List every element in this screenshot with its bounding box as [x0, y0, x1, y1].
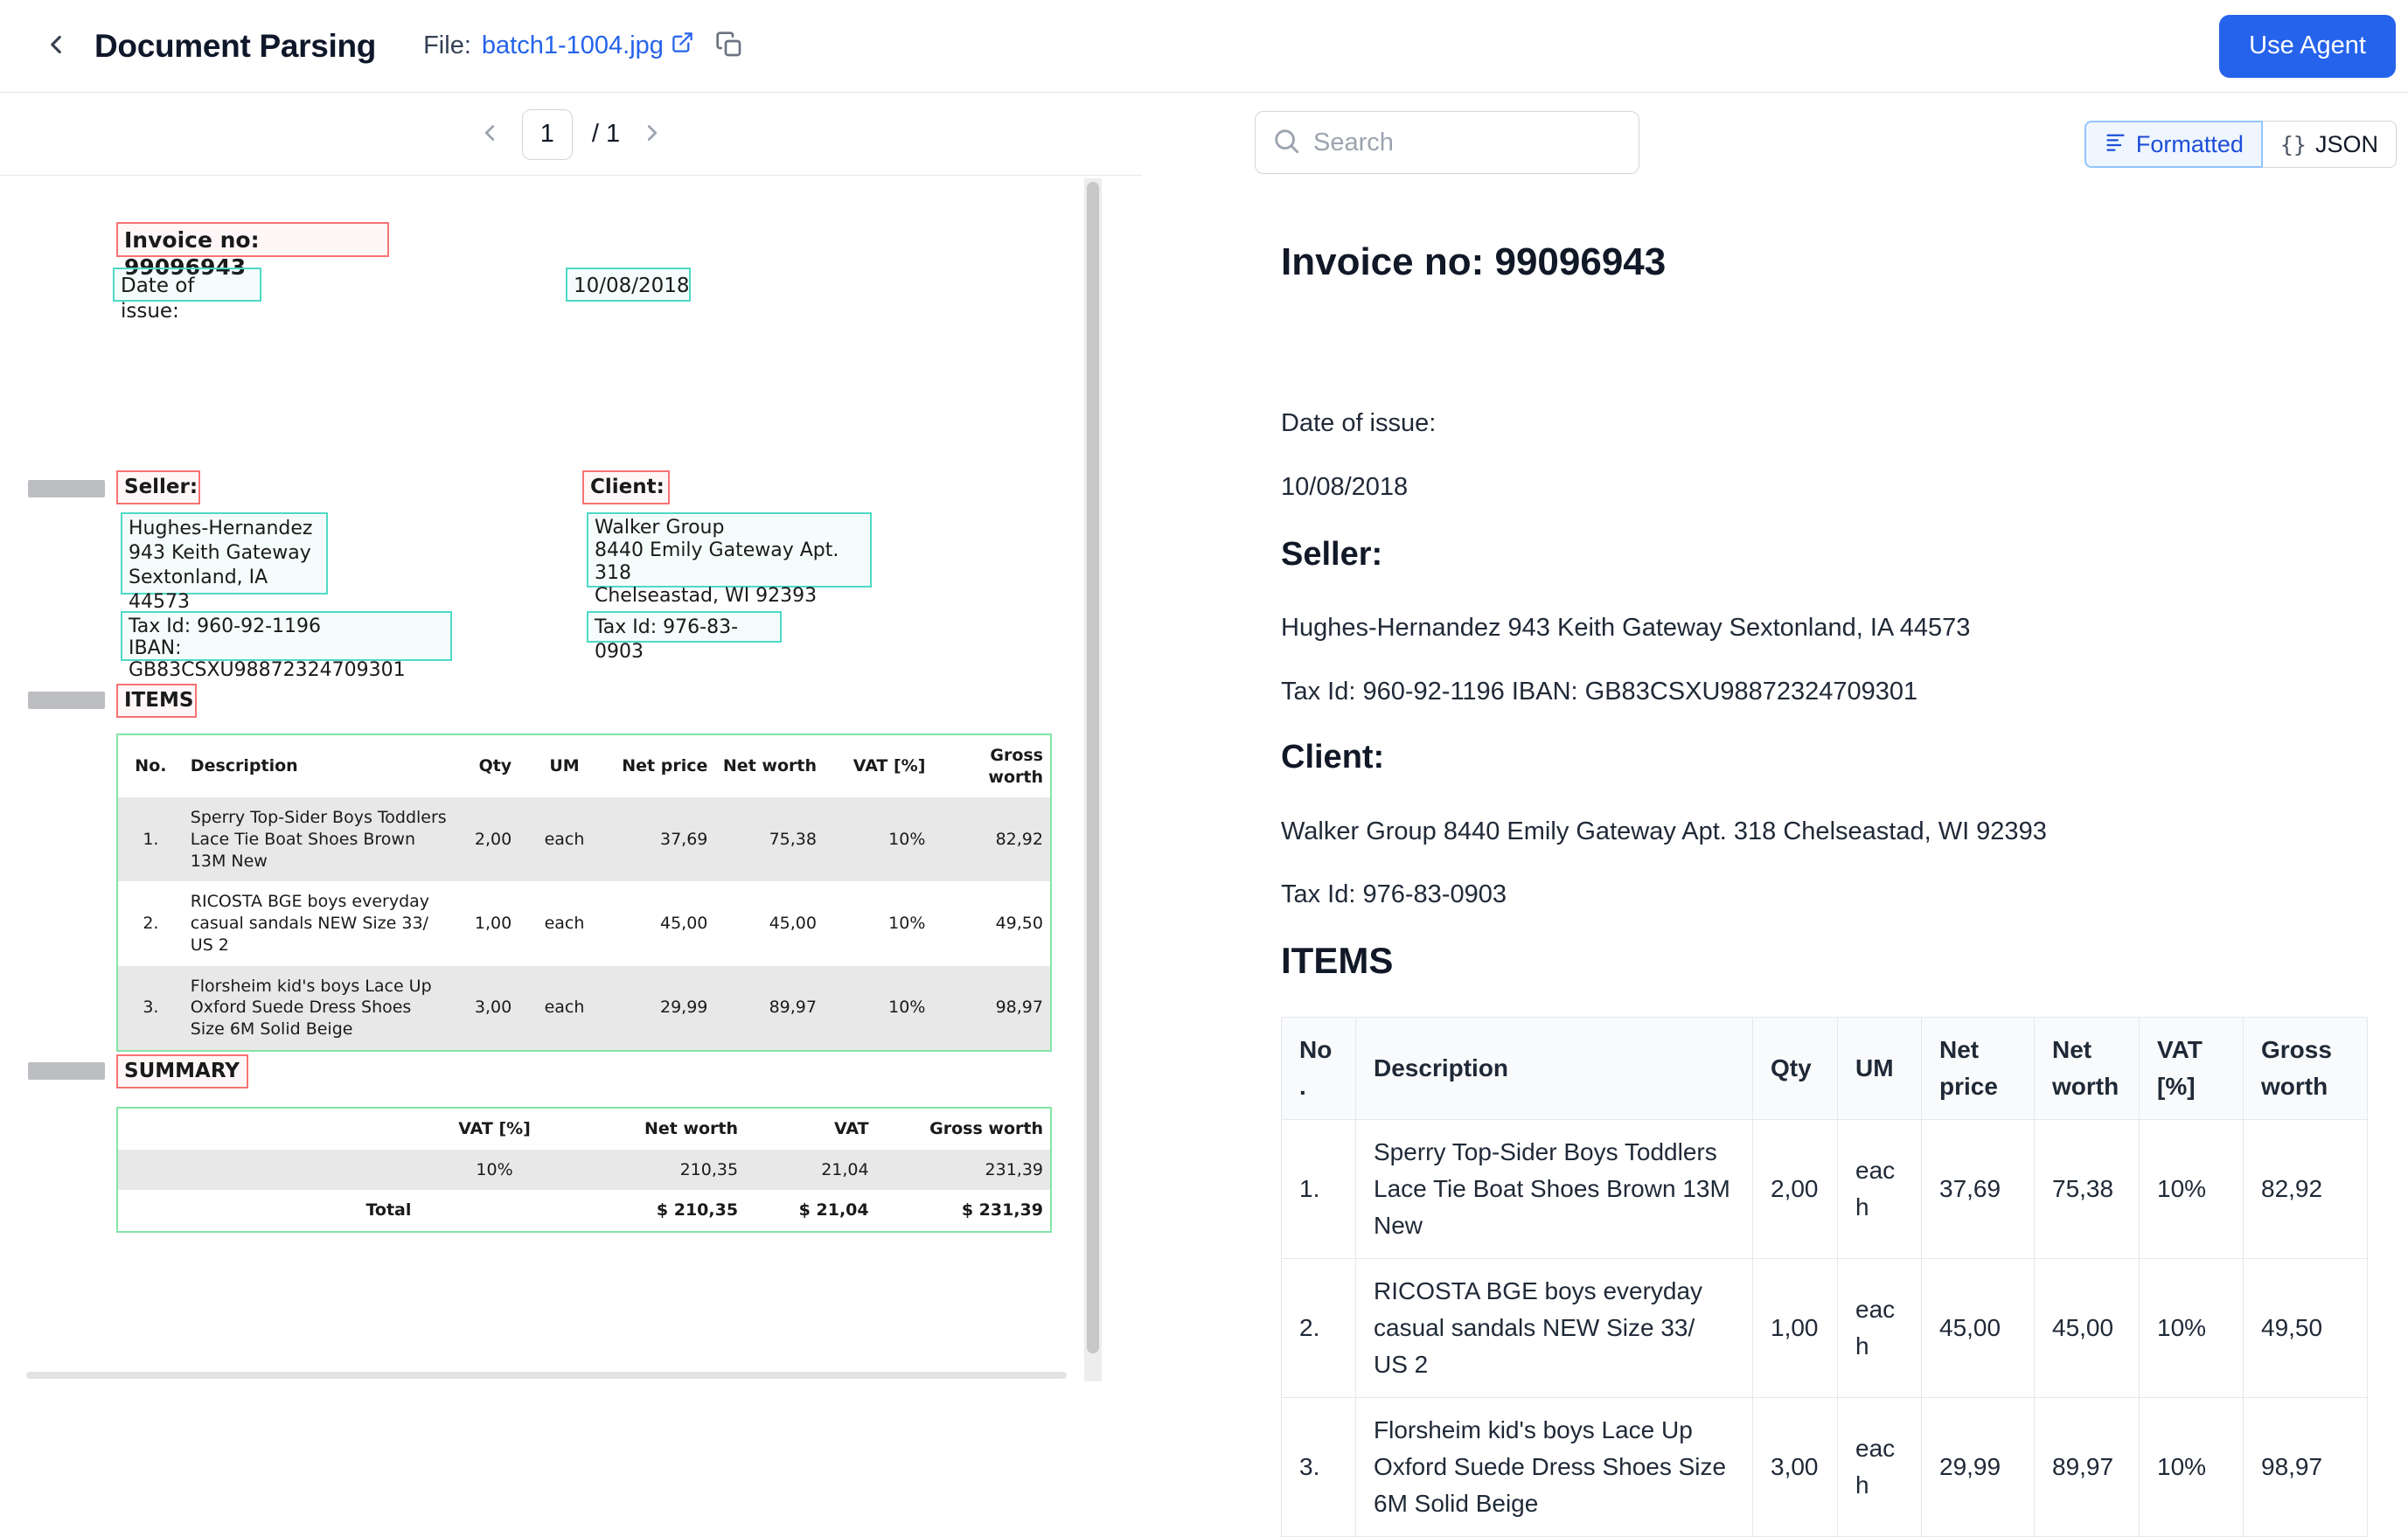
annotation-items-label[interactable]: ITEMS	[116, 684, 197, 718]
image-placeholder-bar	[28, 1062, 105, 1080]
items-table: No. Description Qty UM Net price Net wor…	[118, 735, 1050, 1050]
file-name: batch1-1004.jpg	[481, 31, 664, 59]
horizontal-scrollbar[interactable]	[26, 1372, 1067, 1379]
formatted-icon	[2104, 129, 2127, 159]
vertical-scrollbar[interactable]	[1084, 178, 1102, 1381]
annotation-seller-label[interactable]: Seller:	[116, 470, 200, 504]
chevron-left-icon	[41, 30, 71, 62]
chevron-right-icon	[639, 120, 665, 149]
summary-table-annotation[interactable]: VAT [%] Net worth VAT Gross worth 10% 21…	[116, 1107, 1052, 1234]
parsed-items-table: No. Description Qty UM Net price Net wor…	[1281, 1017, 2368, 1537]
items-table-annotation[interactable]: No. Description Qty UM Net price Net wor…	[116, 734, 1052, 1052]
annotation-client-label[interactable]: Client:	[582, 470, 670, 504]
annotation-seller-address[interactable]: Hughes-Hernandez 943 Keith Gateway Sexto…	[121, 512, 328, 613]
use-agent-button[interactable]: Use Agent	[2219, 14, 2396, 78]
annotation-date-value[interactable]: 10/08/2018	[566, 268, 691, 302]
json-toggle-button[interactable]: {} JSON	[2262, 121, 2397, 168]
image-placeholder-bar	[28, 480, 105, 497]
image-placeholder-bar	[28, 692, 105, 709]
formatted-title: Invoice no: 99096943	[1281, 240, 1667, 283]
app-header: Document Parsing File: batch1-1004.jpg U…	[0, 0, 2408, 93]
formatted-toggle-button[interactable]: Formatted	[2084, 121, 2263, 168]
chevron-left-icon	[477, 120, 503, 149]
json-icon: {}	[2279, 131, 2307, 157]
document-panel: / 1 Invoice no: 99096943 Date of issue: …	[0, 94, 1142, 1381]
page-title: Document Parsing	[94, 27, 377, 64]
annotation-date-label[interactable]: Date of issue:	[113, 268, 261, 323]
table-row: 2. RICOSTA BGE boys everyday casual sand…	[1281, 1258, 2368, 1398]
items-row: 3. Florsheim kid's boys Lace Up Oxford S…	[118, 965, 1050, 1050]
annotation-invoice-number[interactable]: Invoice no: 99096943	[116, 222, 389, 280]
annotation-client-tax[interactable]: Tax Id: 976-83-0903	[587, 611, 782, 663]
page-count-label: / 1	[591, 120, 621, 148]
table-row: 3. Florsheim kid's boys Lace Up Oxford S…	[1281, 1397, 2368, 1537]
parsed-items-header-row: No. Description Qty UM Net price Net wor…	[1281, 1017, 2368, 1120]
parsed-output-panel: Formatted {} JSON Invoice no: 99096943 D…	[1193, 94, 2408, 1537]
table-row: 1. Sperry Top-Sider Boys Toddlers Lace T…	[1281, 1119, 2368, 1259]
summary-row: 10% 210,35 21,04 231,39	[118, 1149, 1050, 1191]
seller-text: Hughes-Hernandez 943 Keith Gateway Sexto…	[1281, 614, 1971, 642]
items-header-row: No. Description Qty UM Net price Net wor…	[135, 746, 1043, 787]
scrollbar-thumb[interactable]	[1087, 182, 1099, 1353]
client-tax-text: Tax Id: 976-83-0903	[1281, 880, 1507, 908]
client-heading: Client:	[1281, 739, 1385, 775]
pager-bar: / 1	[0, 94, 1142, 176]
date-label: Date of issue:	[1281, 409, 1437, 437]
file-group: File: batch1-1004.jpg	[423, 31, 743, 61]
annotation-summary-label[interactable]: SUMMARY	[116, 1054, 248, 1088]
search-input[interactable]	[1313, 128, 1623, 157]
items-row: 1. Sperry Top-Sider Boys Toddlers Lace T…	[118, 797, 1050, 882]
page-number-input[interactable]	[521, 108, 573, 160]
items-row: 2. RICOSTA BGE boys everyday casual sand…	[143, 892, 1043, 955]
annotation-seller-tax[interactable]: Tax Id: 960-92-1196 IBAN: GB83CSXU988723…	[121, 611, 452, 681]
summary-table: VAT [%] Net worth VAT Gross worth 10% 21…	[118, 1109, 1050, 1231]
pager-prev-button[interactable]	[477, 120, 503, 149]
view-toggle: Formatted {} JSON	[2084, 121, 2397, 168]
copy-icon	[715, 31, 743, 61]
pager-next-button[interactable]	[639, 120, 665, 149]
document-page: Invoice no: 99096943 Date of issue: 10/0…	[0, 176, 1084, 1381]
search-icon	[1271, 126, 1301, 160]
back-button[interactable]	[35, 25, 77, 67]
date-value: 10/08/2018	[1281, 473, 1409, 501]
summary-header-row: VAT [%] Net worth VAT Gross worth	[458, 1119, 1043, 1138]
external-link-icon	[671, 31, 694, 61]
annotation-client-address[interactable]: Walker Group 8440 Emily Gateway Apt. 318…	[587, 512, 872, 607]
file-link[interactable]: batch1-1004.jpg	[482, 31, 694, 61]
search-box[interactable]	[1255, 111, 1639, 174]
seller-heading: Seller:	[1281, 536, 1383, 573]
client-text: Walker Group 8440 Emily Gateway Apt. 318…	[1281, 817, 2047, 845]
summary-total-row: Total $ 210,35 $ 21,04 $ 231,39	[365, 1200, 1043, 1221]
copy-button[interactable]	[715, 31, 743, 61]
items-heading: ITEMS	[1281, 940, 1394, 981]
file-label: File:	[423, 31, 471, 59]
seller-tax-text: Tax Id: 960-92-1196 IBAN: GB83CSXU988723…	[1281, 678, 1918, 706]
